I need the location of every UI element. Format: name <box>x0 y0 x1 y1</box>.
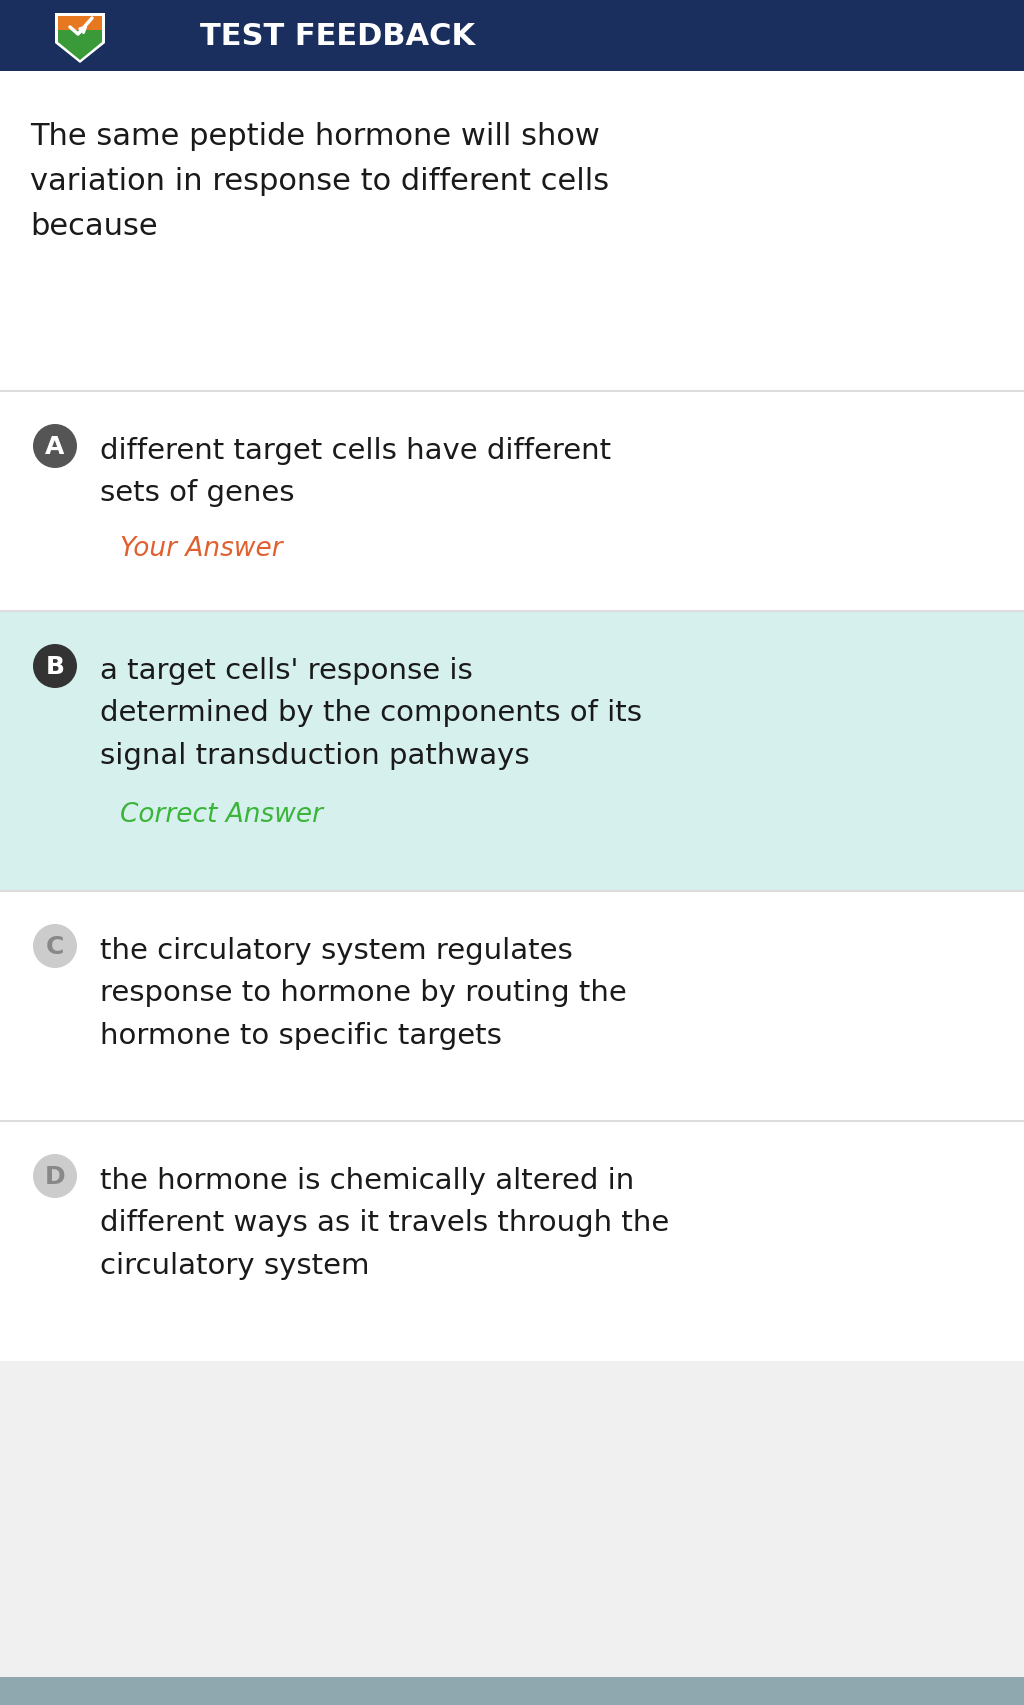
Circle shape <box>33 425 77 469</box>
Text: the hormone is chemically altered in
different ways as it travels through the
ci: the hormone is chemically altered in dif… <box>100 1166 670 1279</box>
Text: D: D <box>45 1165 66 1188</box>
FancyBboxPatch shape <box>0 1678 1024 1705</box>
Polygon shape <box>55 14 105 65</box>
Text: the circulatory system regulates
response to hormone by routing the
hormone to s: the circulatory system regulates respons… <box>100 936 627 1049</box>
Text: B: B <box>45 655 65 679</box>
Text: different target cells have different
sets of genes: different target cells have different se… <box>100 436 611 506</box>
Text: Your Answer: Your Answer <box>120 535 283 561</box>
FancyBboxPatch shape <box>0 72 1024 392</box>
Text: a target cells' response is
determined by the components of its
signal transduct: a target cells' response is determined b… <box>100 656 642 769</box>
Polygon shape <box>58 17 102 31</box>
Text: C: C <box>46 934 65 958</box>
Circle shape <box>33 644 77 689</box>
Text: A: A <box>45 435 65 459</box>
FancyBboxPatch shape <box>0 0 1024 72</box>
FancyBboxPatch shape <box>0 892 1024 1122</box>
FancyBboxPatch shape <box>0 392 1024 612</box>
FancyBboxPatch shape <box>0 612 1024 892</box>
Circle shape <box>33 924 77 968</box>
Polygon shape <box>58 17 102 61</box>
Text: The same peptide hormone will show
variation in response to different cells
beca: The same peptide hormone will show varia… <box>30 123 609 240</box>
FancyBboxPatch shape <box>0 1122 1024 1361</box>
Text: Correct Answer: Correct Answer <box>120 801 323 829</box>
Text: TEST FEEDBACK: TEST FEEDBACK <box>200 22 475 51</box>
Circle shape <box>33 1154 77 1199</box>
